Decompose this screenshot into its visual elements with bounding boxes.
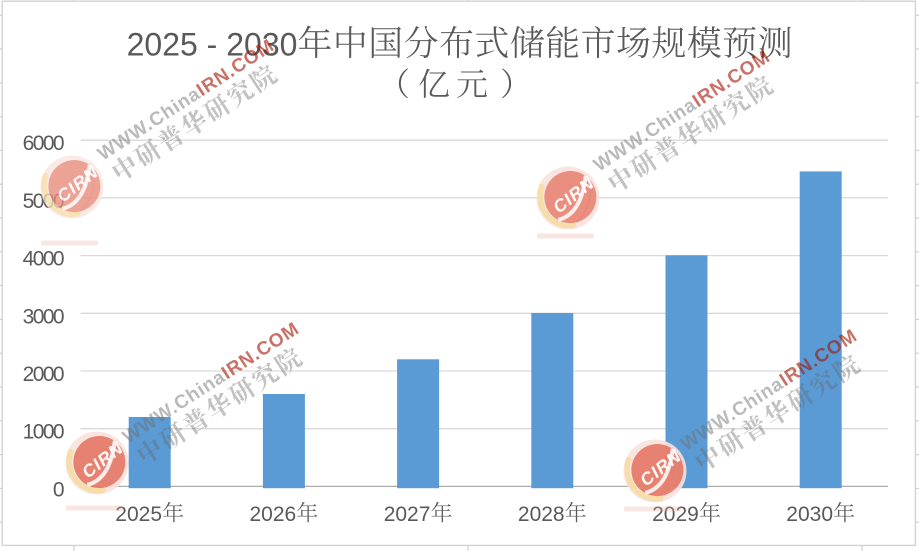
svg-text:3000: 3000 <box>23 305 64 328</box>
svg-text:2000: 2000 <box>23 363 64 386</box>
svg-text:2025: 2025 <box>115 503 162 526</box>
svg-text:0: 0 <box>53 478 64 501</box>
svg-text:4000: 4000 <box>23 248 64 271</box>
svg-text:2028: 2028 <box>518 503 565 526</box>
svg-text:2027: 2027 <box>384 503 431 526</box>
svg-text:2026: 2026 <box>250 503 297 526</box>
svg-text:2029: 2029 <box>652 503 699 526</box>
svg-text:6000: 6000 <box>23 132 64 155</box>
svg-text:1000: 1000 <box>23 421 64 444</box>
svg-text:2025 - 2030: 2025 - 2030 <box>127 26 298 62</box>
svg-text:2030: 2030 <box>786 503 833 526</box>
